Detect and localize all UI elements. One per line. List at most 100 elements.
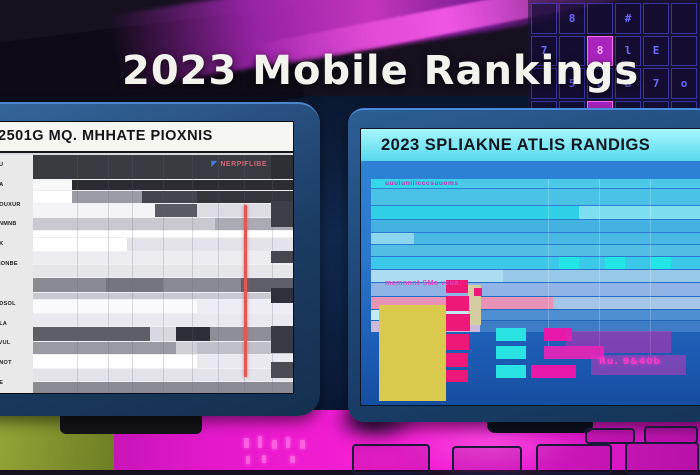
glitch-block (531, 365, 576, 378)
glitch-block (446, 370, 468, 382)
bar-segment (559, 257, 579, 269)
left-bar-chart: ◤ NERPIFLIBE (33, 155, 293, 393)
right-monitor-screen: 2023 SPLIAKNE ATLIS RANDIGS uuuiuniiiccc… (360, 128, 700, 406)
bar-segment (33, 204, 155, 217)
glitch-block (446, 296, 469, 311)
bar-segment (33, 342, 176, 354)
bar-segment (33, 300, 197, 313)
grid-cell (643, 3, 669, 34)
bar-segment (605, 257, 625, 269)
bar-segment (33, 278, 106, 292)
red-marker-line (244, 205, 247, 377)
row-label: RE (0, 380, 33, 386)
gridline (218, 155, 219, 393)
bar-segment (651, 257, 671, 269)
gridline (163, 155, 164, 393)
row-label: TVUL (0, 340, 33, 346)
left-chart-legend: ◤ NERPIFLIBE (211, 160, 267, 168)
left-monitor-stand (60, 413, 202, 434)
row-label: SNMNB (0, 221, 33, 227)
gutter-block (271, 251, 293, 263)
right-chart-glitch-text: Ru. 9&40b (599, 357, 661, 367)
grid-cell: E (643, 36, 669, 67)
key-outline (644, 426, 698, 444)
bar-segment (72, 180, 293, 190)
bar-segment (460, 179, 700, 188)
row-label: UNOT (0, 360, 33, 366)
bar-segment (155, 204, 197, 217)
right-chart-note-top: uuuiuniiicccsuuoms (385, 180, 459, 187)
legend-label: NERPIFLIBE (220, 161, 267, 168)
led-dash (300, 440, 305, 449)
row-label: NLA (0, 321, 33, 327)
right-chart-title: 2023 SPLIAKNE ATLIS RANDIGS (361, 129, 700, 161)
glitch-block (496, 328, 526, 341)
bar-segment (33, 180, 72, 190)
bar-segment (371, 233, 414, 244)
led-dash (246, 456, 250, 464)
glitch-block (496, 365, 526, 378)
bar-segment (371, 257, 559, 269)
bar-segment (579, 257, 605, 269)
row-label: NA (0, 182, 33, 188)
bar-segment (127, 238, 293, 251)
bar-segment (33, 218, 215, 230)
right-monitor: 2023 SPLIAKNE ATLIS RANDIGS uuuiuniiiccc… (348, 108, 700, 422)
bar-segment (579, 206, 700, 219)
gutter-block (271, 288, 293, 303)
gutter-block (271, 155, 293, 179)
glitch-block (446, 334, 469, 350)
legend-swatch-icon: ◤ (211, 160, 217, 168)
led-dash (272, 440, 277, 449)
bar-segment (553, 297, 700, 309)
led-dash (244, 438, 249, 448)
led-dash (290, 456, 295, 463)
left-chart-title: 2501G MQ. MHHATE PIOXNIS (0, 122, 293, 153)
grid-cell: 8 (559, 3, 585, 34)
glitch-block (446, 353, 468, 367)
bar-segment (33, 355, 197, 368)
gridline (108, 155, 109, 393)
grid-cell (671, 3, 697, 34)
led-dash (286, 437, 290, 448)
grid-cell: 7 (643, 68, 669, 99)
row-label: SU (0, 162, 33, 168)
glitch-block (566, 331, 671, 353)
led-dash (262, 455, 266, 463)
bar-segment (33, 191, 72, 203)
glitch-block (446, 314, 470, 331)
bar-segment (625, 257, 651, 269)
gutter-block (271, 362, 293, 378)
grid-cell: o (671, 68, 697, 99)
grid-cell: # (615, 3, 641, 34)
left-monitor: 2501G MQ. MHHATE PIOXNIS SU NA NOUXUR SNMNB… (0, 102, 320, 416)
left-chart-row-labels: SUNANOUXURSNMNBNKXIONBERNDSOLNLATVULUNOT… (0, 155, 33, 393)
bar-segment (163, 278, 241, 292)
bar-segment (671, 257, 700, 269)
column-line (599, 179, 600, 355)
glitch-block (474, 288, 482, 296)
key-outline (585, 428, 635, 444)
glitch-block (379, 305, 446, 401)
gutter-block (271, 326, 293, 353)
key-outline (625, 442, 699, 474)
row-label: R (0, 281, 33, 287)
gridline (132, 155, 133, 393)
grid-cell (671, 36, 697, 67)
column-line (650, 179, 651, 355)
row-label: NDSOL (0, 301, 33, 307)
row-label: NOUXUR (0, 202, 33, 208)
bar-segment (106, 278, 163, 292)
bar-segment (470, 310, 700, 320)
row-label: NK (0, 241, 33, 247)
led-dash (258, 436, 262, 448)
gutter-block (271, 201, 293, 227)
bar-segment (176, 342, 197, 354)
grid-cell (587, 3, 613, 34)
right-chart-note-mid: mcmnnnt SMa vcua (385, 280, 459, 287)
gridline (192, 155, 193, 393)
bar-segment (176, 327, 210, 341)
page-title: 2023 Mobile Rankings (122, 48, 582, 94)
bar-segment (503, 270, 700, 282)
glitch-block (496, 346, 526, 359)
